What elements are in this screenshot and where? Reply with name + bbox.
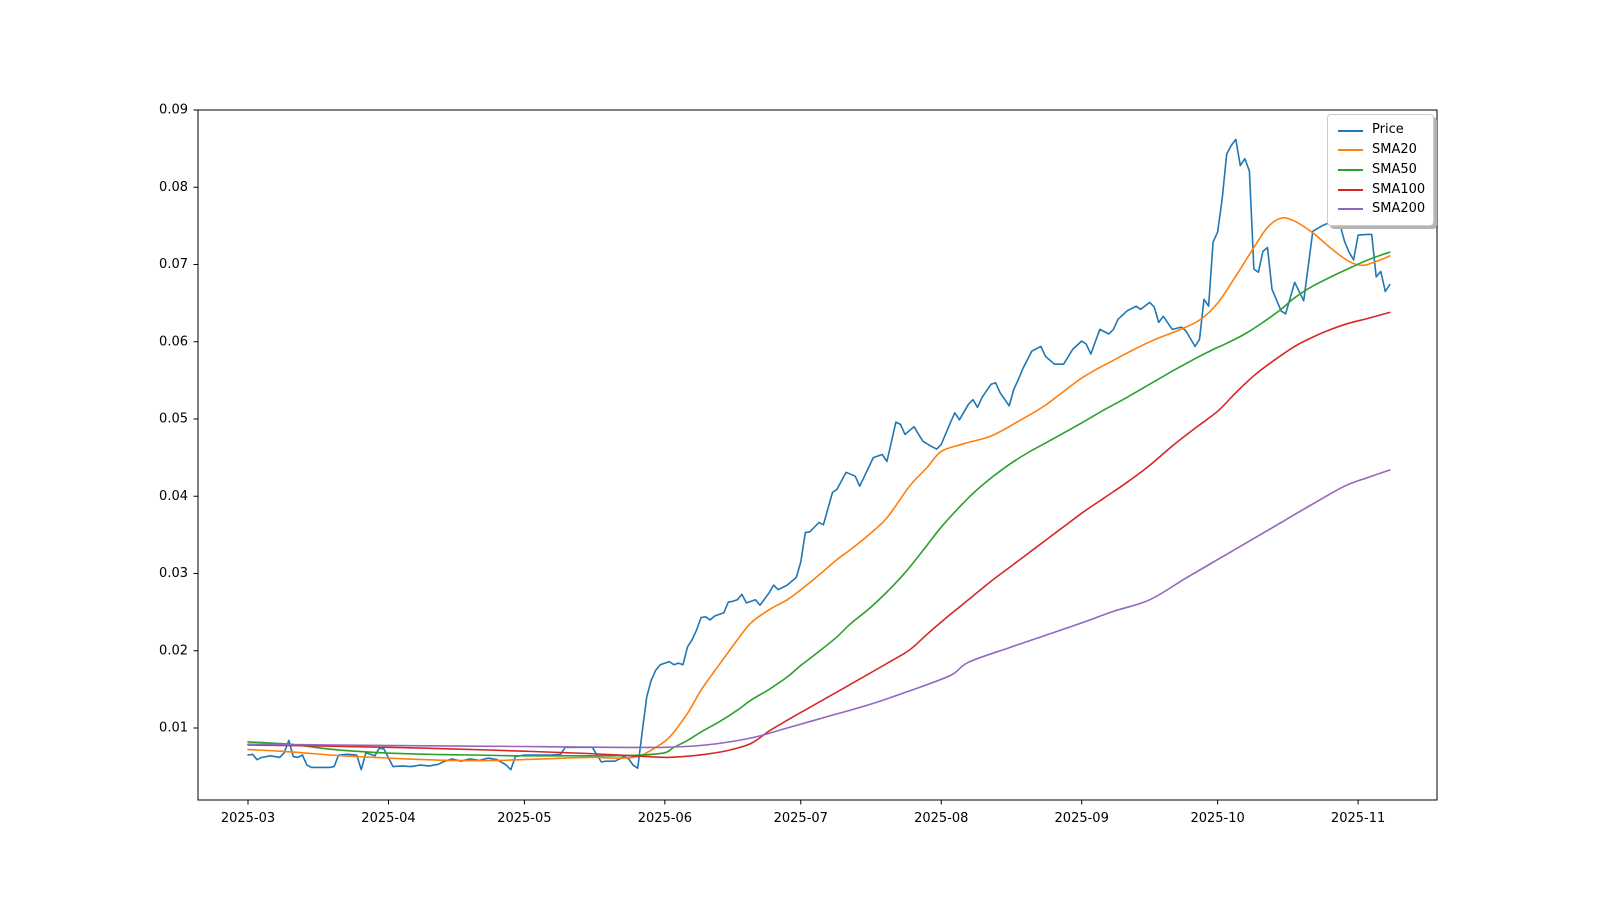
sma200-line [247, 469, 1391, 749]
legend-item-label: SMA200 [1372, 201, 1426, 217]
x-tick-label: 2025-11 [1331, 811, 1385, 826]
y-tick-label: 0.04 [159, 489, 188, 504]
sma200-line-sample [1338, 208, 1363, 211]
x-tick-label: 2025-05 [497, 811, 551, 826]
x-tick-label: 2025-07 [774, 811, 828, 826]
legend-item-price: Price [1338, 123, 1429, 137]
plot-area-border [197, 109, 1438, 801]
sma50-line [247, 251, 1391, 757]
x-tick-label: 2025-04 [361, 811, 415, 826]
y-tick-label: 0.05 [159, 412, 188, 427]
legend-item-label: SMA20 [1372, 142, 1417, 158]
legend-item-sma20: SMA20 [1338, 142, 1429, 158]
legend-item-sma100: SMA100 [1338, 181, 1429, 197]
x-tick-label: 2025-10 [1190, 811, 1244, 826]
legend-item-label: SMA100 [1372, 181, 1426, 197]
legend-item-label: SMA50 [1372, 161, 1417, 177]
x-tick-label: 2025-08 [914, 811, 968, 826]
legend-item-label: Price [1372, 122, 1404, 138]
y-tick-label: 0.03 [159, 566, 188, 581]
sma20-line-sample [1338, 149, 1363, 152]
y-tick-label: 0.09 [159, 103, 188, 118]
legend-item-sma200: SMA200 [1338, 201, 1429, 217]
y-tick-label: 0.08 [159, 180, 188, 195]
x-tick-label: 2025-06 [638, 811, 692, 826]
sma100-line-sample [1338, 188, 1363, 191]
y-tick-label: 0.06 [159, 334, 188, 349]
sma50-line-sample [1338, 168, 1363, 171]
price-line [247, 138, 1391, 771]
y-tick-label: 0.01 [159, 721, 188, 736]
x-tick-label: 2025-03 [221, 811, 275, 826]
y-tick-label: 0.07 [159, 257, 188, 272]
legend: Price SMA20 SMA50 SMA100 SMA200 [1327, 114, 1434, 226]
price-line-sample [1338, 129, 1363, 132]
sma20-line [247, 217, 1391, 762]
y-tick-label: 0.02 [159, 643, 188, 658]
x-tick-label: 2025-09 [1055, 811, 1109, 826]
sma100-line [247, 311, 1391, 759]
legend-item-sma50: SMA50 [1338, 161, 1429, 177]
